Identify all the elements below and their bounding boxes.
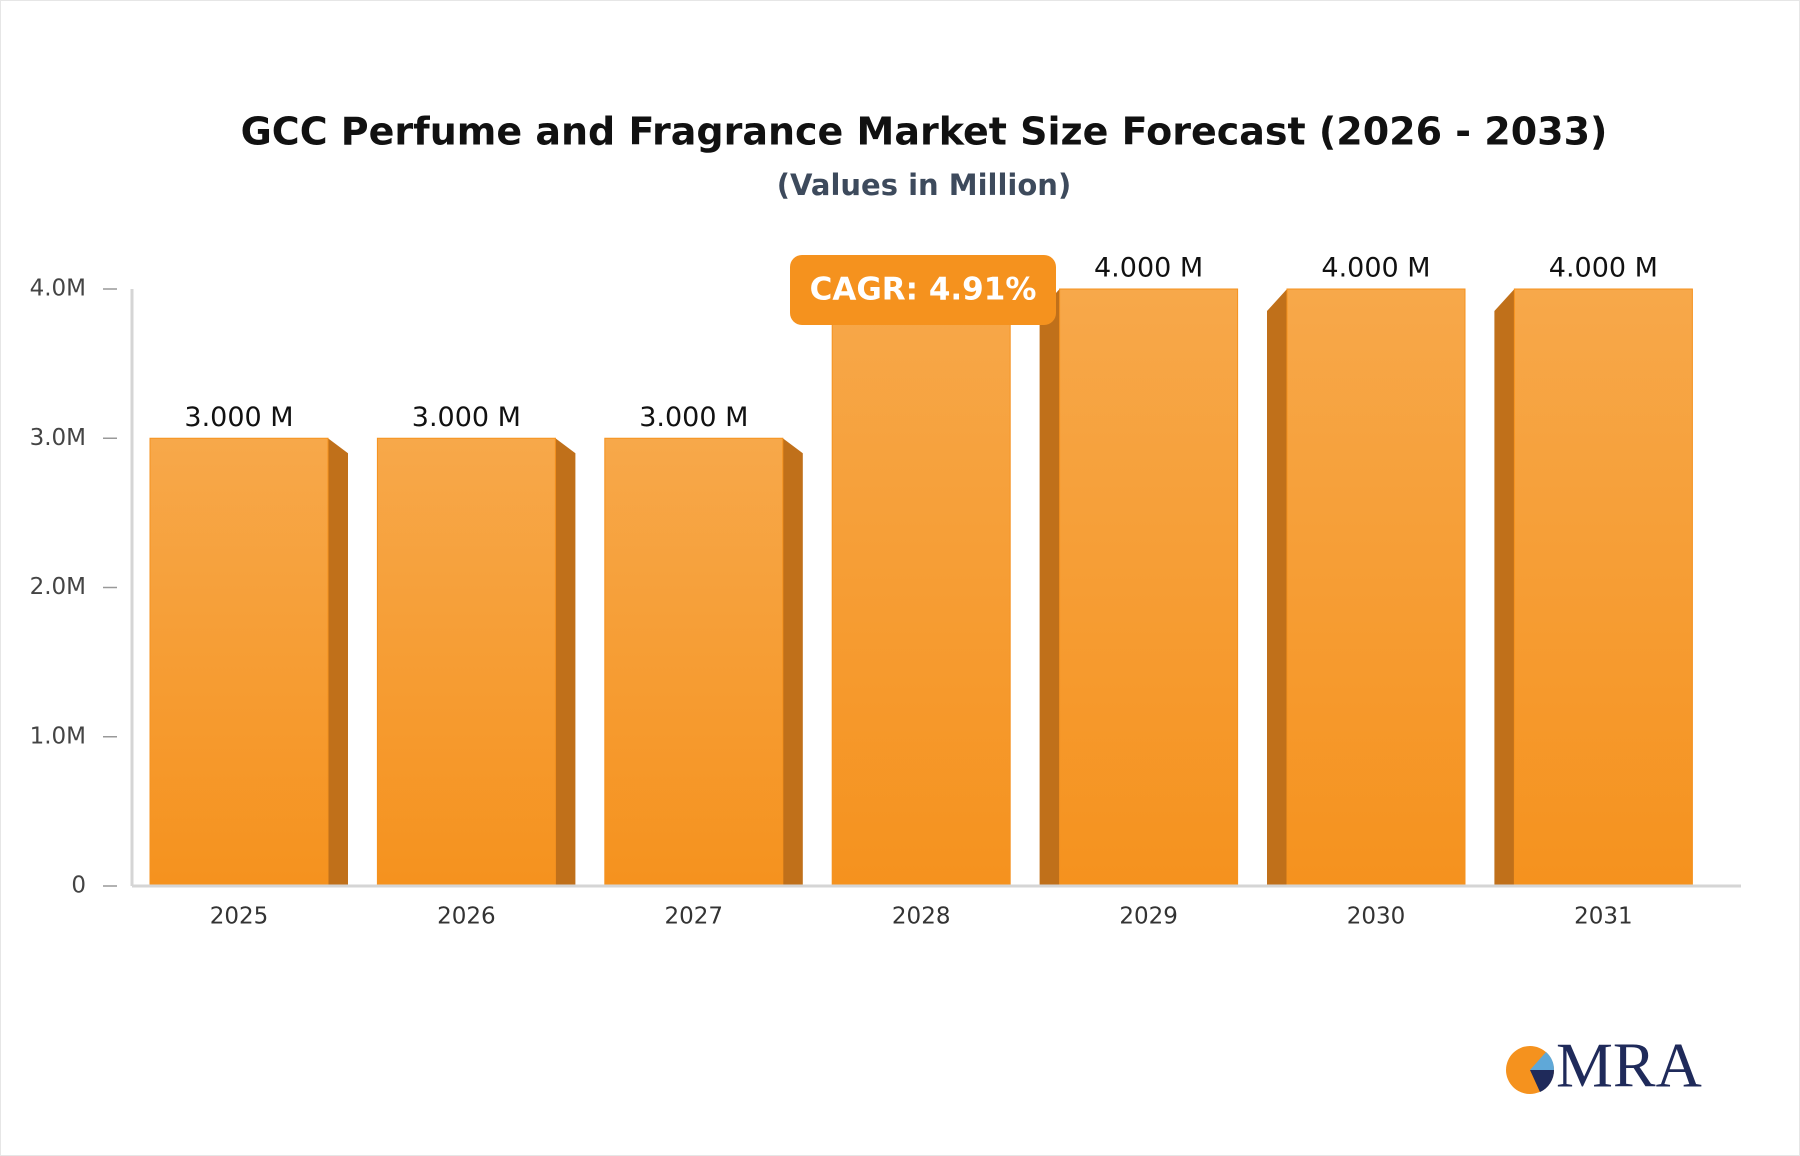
x-tick-label: 2026 <box>437 904 496 930</box>
x-tick-label: 2031 <box>1574 904 1633 930</box>
x-tick-label: 2027 <box>665 904 724 930</box>
bar <box>1513 288 1693 887</box>
x-tick-label: 2025 <box>210 904 269 930</box>
logo-text: MRA <box>1556 1030 1702 1101</box>
logo-icon <box>1530 1070 1555 1092</box>
annotation: CAGR: 4.91% <box>810 272 1037 308</box>
value-label: 4.000 M <box>1094 253 1203 284</box>
bar <box>1286 288 1466 887</box>
value-label: 4.000 M <box>1321 253 1430 284</box>
bar-side <box>555 438 576 886</box>
logo: MRA <box>1506 1030 1702 1101</box>
bar-side <box>1494 289 1515 886</box>
bar <box>831 288 1011 887</box>
bar-side <box>1039 289 1060 886</box>
chart-title: GCC Perfume and Fragrance Market Size Fo… <box>241 110 1608 154</box>
bar <box>149 437 329 887</box>
y-tick-label: 3.0M <box>30 425 86 451</box>
value-label: 4.000 M <box>1549 253 1658 284</box>
y-tick-label: 1.0M <box>30 723 86 749</box>
y-tick-label: 0 <box>71 873 86 899</box>
bar-side <box>328 438 348 886</box>
value-label: 3.000 M <box>184 402 293 433</box>
y-tick-label: 2.0M <box>30 574 86 600</box>
bar <box>1059 288 1239 887</box>
bar <box>604 437 784 887</box>
bar-side <box>782 438 803 886</box>
bar <box>376 437 556 887</box>
y-tick-label: 4.0M <box>30 276 86 302</box>
value-label: 3.000 M <box>639 402 748 433</box>
x-tick-label: 2029 <box>1119 904 1178 930</box>
value-label: 3.000 M <box>412 402 521 433</box>
x-tick-label: 2028 <box>892 904 951 930</box>
bar-side <box>1267 289 1287 886</box>
annotation-badge <box>790 255 1056 325</box>
x-tick-label: 2030 <box>1347 904 1406 930</box>
logo-icon <box>1530 1052 1555 1070</box>
chart-subtitle: (Values in Million) <box>777 168 1071 202</box>
